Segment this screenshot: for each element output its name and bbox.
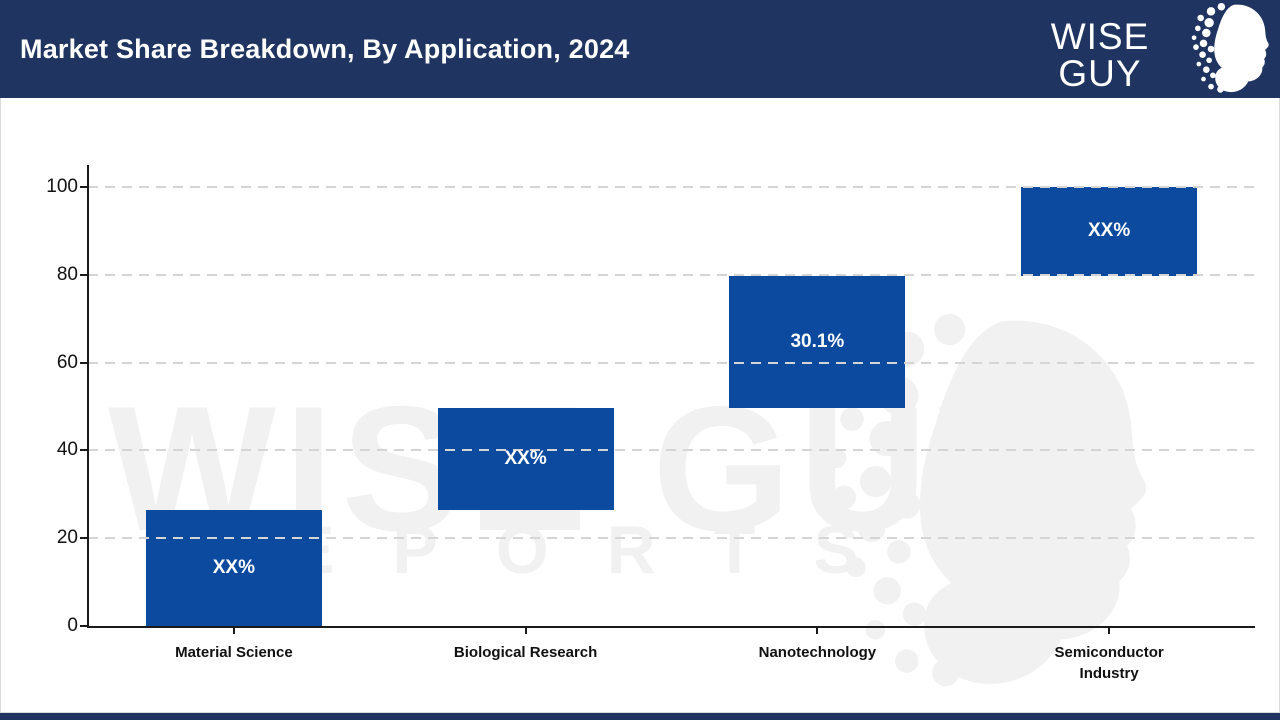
x-tick-nanotechnology [816, 627, 819, 634]
y-tick-80 [80, 273, 88, 276]
y-tick-label-60: 60 [56, 351, 78, 373]
y-tick-40 [80, 449, 88, 452]
plot-area: WISE GUY REPORTS 0 20 40 60 80 100 XX% Material… [0, 98, 1280, 713]
gridline-60 [88, 361, 1255, 364]
wise-guy-reports-logo: WISE GUY REPORTS [1010, 4, 1270, 111]
bar-nanotechnology [729, 275, 906, 408]
x-tick-biological-research [524, 627, 527, 634]
category-label-material-science: Material Science [175, 644, 293, 661]
dotted-head-icon [1180, 2, 1274, 96]
x-tick-material-science [232, 627, 235, 634]
category-label-nanotechnology: Nanotechnology [758, 644, 877, 661]
y-tick-0 [80, 625, 88, 627]
logo-wordmark: WISE GUY [1050, 16, 1150, 94]
gridline-20 [88, 537, 1255, 540]
logo-text: WISE GUY REPORTS [1010, 18, 1190, 111]
chart-title: Market Share Breakdown, By Application, … [20, 33, 630, 64]
y-tick-label-40: 40 [56, 439, 78, 461]
gridline-100 [88, 186, 1255, 188]
bar-semiconductor-industry [1021, 187, 1198, 276]
bar-biological-research [437, 407, 614, 511]
x-axis-line [87, 626, 1255, 628]
bar-material-science [145, 510, 322, 626]
bar-value-label-semiconductor-industry: XX% [1088, 220, 1131, 242]
header-banner: Market Share Breakdown, By Application, … [0, 0, 1280, 111]
y-tick-60 [80, 361, 88, 364]
bar-value-label-material-science: XX% [212, 557, 255, 579]
y-axis-line [87, 165, 89, 628]
bar-value-label-biological-research: XX% [504, 447, 547, 469]
logo-subtitle: REPORTS [1033, 96, 1173, 111]
y-tick-100 [80, 186, 88, 188]
y-tick-label-80: 80 [56, 263, 78, 285]
footer-accent-bar [0, 713, 1280, 720]
category-label-semiconductor-industry: Semiconductor Industry [1054, 644, 1164, 682]
x-tick-semiconductor-industry [1108, 627, 1111, 634]
gridline-80 [88, 273, 1255, 276]
y-tick-label-100: 100 [46, 176, 78, 197]
gridline-40 [88, 449, 1255, 452]
category-label-biological-research: Biological Research [453, 644, 598, 661]
y-tick-label-20: 20 [56, 527, 78, 549]
bar-value-label-nanotechnology: 30.1% [790, 330, 845, 352]
y-tick-20 [80, 537, 88, 540]
y-tick-label-0: 0 [67, 615, 78, 636]
